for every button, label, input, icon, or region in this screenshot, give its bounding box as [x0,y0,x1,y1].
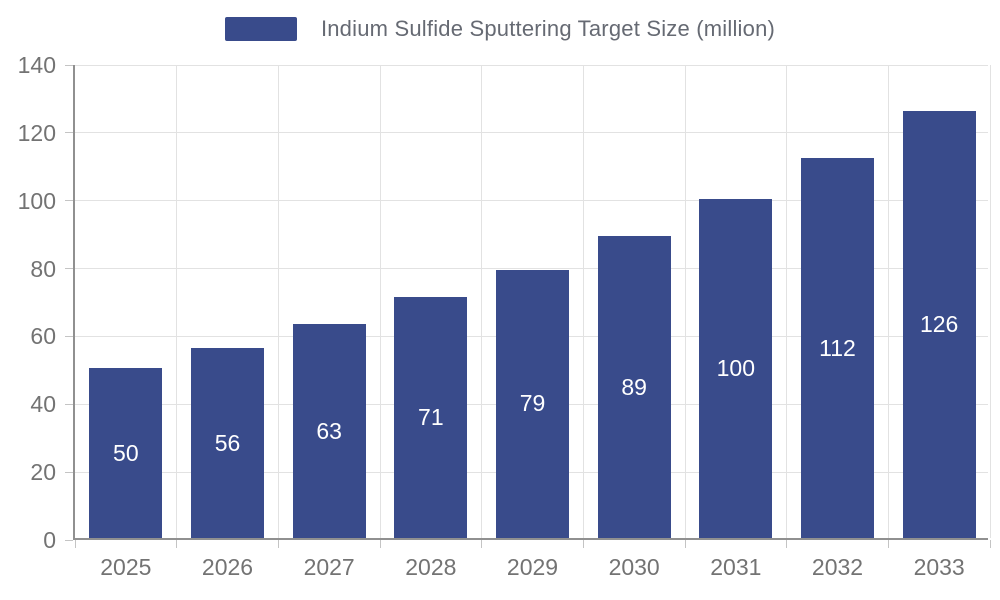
gridline-v [786,65,788,538]
x-axis-tick-label: 2033 [913,554,965,580]
gridline-v [989,65,991,538]
x-axis-tick-label: 2028 [405,554,457,580]
bar-value-label: 79 [519,390,546,417]
bar-value-label: 71 [418,404,444,431]
y-axis-tick [65,471,73,473]
gridline-v [887,65,889,538]
bar-value-label: 89 [621,373,647,400]
x-axis-tick-label: 2030 [608,554,660,580]
bar-2031[interactable]: 100 [699,198,773,538]
gridline-v [379,65,381,538]
y-axis-tick-label: 140 [17,52,56,78]
bar-value-label: 50 [113,439,139,466]
x-axis-tick [277,540,279,548]
y-axis-tick-label: 0 [43,527,56,553]
gridline-h [75,268,988,270]
bar-2028[interactable]: 71 [394,297,468,538]
x-axis-tick-label: 2032 [811,554,864,580]
gridline-v [176,65,178,538]
y-axis-tick [65,403,73,405]
y-axis-tick [65,335,73,337]
x-axis-tick-label: 2029 [506,554,559,580]
y-axis-tick [65,132,73,134]
gridline-h [75,64,988,66]
y-axis-tick-label: 120 [17,119,56,146]
y-axis-tick-label: 100 [17,187,56,214]
legend[interactable]: Indium Sulfide Sputtering Target Size (m… [0,16,1000,42]
x-axis-tick-label: 2031 [710,554,762,580]
x-axis-tick [379,540,381,548]
y-axis-tick-label: 80 [30,255,56,282]
x-axis-tick-label: 2026 [201,554,254,580]
y-axis-tick [65,539,73,541]
bar-2029[interactable]: 79 [496,269,569,538]
legend-label: Indium Sulfide Sputtering Target Size (m… [320,16,776,41]
y-axis-tick-label: 60 [30,323,56,350]
bar-value-label: 112 [819,334,856,361]
bar-value-label: 56 [214,429,241,456]
x-axis-tick [74,540,76,548]
x-axis-tick [786,540,788,548]
bar-2033[interactable]: 126 [902,110,976,538]
bar-value-label: 63 [316,417,342,444]
bar-2026[interactable]: 56 [191,348,264,538]
bar-value-label: 100 [716,354,756,381]
y-axis-tick [65,64,73,66]
y-axis-tick-label: 20 [30,459,56,486]
bar-value-label: 126 [919,310,959,337]
bar-2027[interactable]: 63 [292,324,366,538]
bar-2032[interactable]: 112 [801,158,874,538]
gridline-v [277,65,279,538]
gridline-h [75,132,988,134]
plot-area: 0 20 40 60 80 100 120 140 50 2025 56 2026 63 2027 71 20… [18,52,991,580]
y-axis-tick [65,268,73,270]
x-axis-tick [582,540,584,548]
gridline-v [481,65,483,538]
gridline-h [75,200,988,202]
legend-swatch [224,17,297,41]
x-axis-tick [684,540,686,548]
x-axis-tick [176,540,178,548]
bar-2025[interactable]: 50 [89,368,163,538]
x-axis-tick-label: 2027 [303,554,355,580]
x-axis-tick [989,540,991,548]
gridline-v [582,65,584,538]
gridline-v [684,65,686,538]
y-axis-tick-label: 40 [30,391,56,418]
y-axis-tick [65,200,73,202]
x-axis-tick [481,540,483,548]
bar-2030[interactable]: 89 [597,236,671,538]
x-axis-tick-label: 2025 [100,554,152,580]
x-axis-tick [887,540,889,548]
